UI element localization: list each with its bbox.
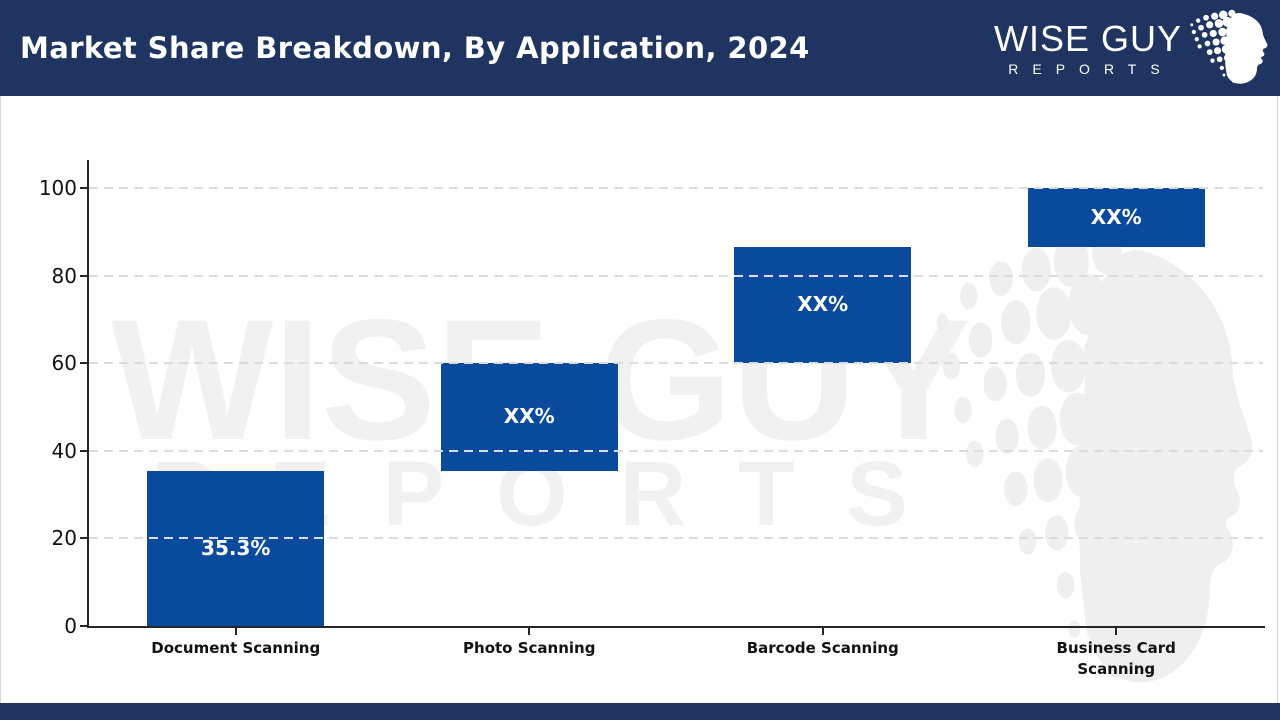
- gridline-100: [89, 187, 1263, 189]
- plot-area: 35.3% XX% XX% XX%: [89, 187, 1263, 626]
- y-tick-mark-40: [80, 449, 87, 452]
- bar-value-label: 35.3%: [201, 535, 271, 560]
- dotted-head-logo-icon: [1190, 9, 1268, 84]
- x-tick-mark-barcode-scanning: [821, 628, 824, 635]
- bar-value-label: XX%: [797, 292, 849, 317]
- x-tick-mark-photo-scanning: [528, 628, 531, 635]
- logo-brand-subtitle: REPORTS: [1008, 60, 1174, 77]
- chart-canvas: WISE GUY REPORTS 35.3% XX% XX% XX% 0 20 40 60 8…: [0, 96, 1278, 703]
- y-tick-mark-60: [80, 362, 87, 365]
- y-tick-label-60: 60: [51, 351, 77, 376]
- x-category-label-business-card-scanning: Business Card Scanning: [1056, 639, 1176, 678]
- y-tick-label-20: 20: [51, 526, 77, 551]
- gridline-80: [89, 274, 1263, 277]
- y-tick-mark-20: [80, 537, 87, 540]
- gridline-60: [89, 362, 1263, 365]
- y-tick-label-80: 80: [51, 263, 77, 288]
- x-tick-mark-document-scanning: [234, 628, 237, 635]
- bar-value-label: XX%: [503, 404, 555, 429]
- footer-bar: [0, 703, 1280, 720]
- bar-photo-scanning: XX%: [440, 363, 618, 472]
- y-tick-mark-100: [80, 187, 87, 189]
- logo-text: WISE GUY REPORTS: [993, 17, 1182, 77]
- logo-brand-name: WISE GUY: [993, 17, 1182, 59]
- y-tick-mark-0: [80, 625, 87, 627]
- y-tick-label-0: 0: [64, 614, 77, 638]
- page-title: Market Share Breakdown, By Application, …: [20, 31, 810, 65]
- x-category-label-photo-scanning: Photo Scanning: [463, 639, 596, 657]
- bar-document-scanning: 35.3%: [147, 471, 325, 626]
- y-tick-label-40: 40: [51, 438, 77, 463]
- bar-value-label: XX%: [1090, 204, 1142, 229]
- header-bar: Market Share Breakdown, By Application, …: [0, 0, 1280, 96]
- y-tick-label-100: 100: [38, 176, 77, 200]
- bar-barcode-scanning: XX%: [734, 247, 912, 364]
- wise-guy-reports-logo: WISE GUY REPORTS: [994, 6, 1272, 90]
- bar-business-card-scanning: XX%: [1027, 188, 1205, 248]
- y-axis: [87, 160, 89, 628]
- x-tick-mark-business-card-scanning: [1115, 628, 1118, 635]
- gridline-40: [89, 449, 1263, 452]
- y-tick-mark-80: [80, 274, 87, 277]
- x-category-label-barcode-scanning: Barcode Scanning: [746, 639, 899, 657]
- gridline-20: [89, 537, 1263, 540]
- x-axis: [87, 626, 1265, 628]
- x-category-label-document-scanning: Document Scanning: [151, 639, 321, 657]
